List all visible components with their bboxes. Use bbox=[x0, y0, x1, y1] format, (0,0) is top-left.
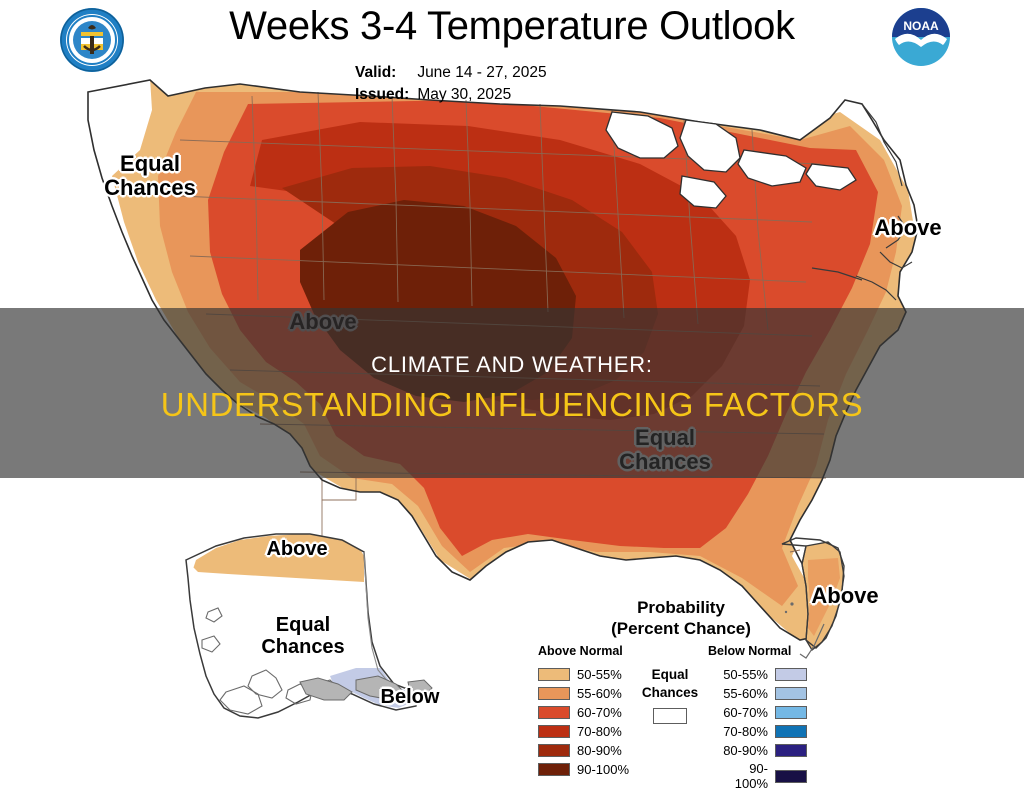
legend-equal-chances: Equal Chances bbox=[636, 666, 704, 725]
legend-swatch-equal-chances bbox=[653, 708, 687, 725]
legend-row-above-50-55: 50-55% bbox=[538, 666, 622, 685]
valid-value: June 14 - 27, 2025 bbox=[417, 64, 547, 81]
legend-row-below-90-100: 90-100% bbox=[716, 761, 807, 791]
legend-row-above-55-60: 55-60% bbox=[538, 685, 622, 704]
legend-swatch-below-normal bbox=[775, 706, 807, 720]
legend-label-below-normal: 55-60% bbox=[723, 686, 768, 702]
legend-label-below-normal: 80-90% bbox=[723, 743, 768, 759]
legend-row-below-55-60: 55-60% bbox=[716, 685, 807, 704]
overlay-banner bbox=[0, 308, 1024, 478]
legend-swatch-below-normal bbox=[775, 687, 807, 701]
legend-swatch-below-normal bbox=[775, 725, 807, 739]
legend-swatch-above-normal bbox=[538, 687, 570, 701]
legend-heading-above-normal: Above Normal bbox=[538, 644, 623, 658]
legend-swatch-above-normal bbox=[538, 668, 570, 682]
legend-row-above-80-90: 80-90% bbox=[538, 742, 622, 761]
legend-swatch-above-normal bbox=[538, 763, 570, 777]
overlay-caption-line2: UNDERSTANDING INFLUENCING FACTORS bbox=[160, 386, 864, 423]
legend-swatch-above-normal bbox=[538, 744, 570, 758]
legend-swatch-above-normal bbox=[538, 725, 570, 739]
map-label-above-alaska: Above bbox=[266, 538, 328, 560]
legend-row-below-80-90: 80-90% bbox=[716, 742, 807, 761]
legend-label-above-normal: 70-80% bbox=[577, 724, 622, 740]
overlay-caption: CLIMATE AND WEATHER: UNDERSTANDING INFLU… bbox=[0, 352, 1024, 424]
legend-row-below-70-80: 70-80% bbox=[716, 723, 807, 742]
legend-label-above-normal: 60-70% bbox=[577, 705, 622, 721]
noaa-logo-text: NOAA bbox=[903, 19, 939, 33]
issued-value: May 30, 2025 bbox=[417, 86, 512, 103]
map-label-equal-chances-alaska: Equal Chances bbox=[261, 614, 345, 658]
map-label-equal-chances-northwest: Equal Chances bbox=[104, 151, 196, 201]
legend-label-below-normal: 50-55% bbox=[723, 667, 768, 683]
legend-label-above-normal: 50-55% bbox=[577, 667, 622, 683]
map-label-above-northeast: Above bbox=[874, 215, 942, 240]
issued-label: Issued: bbox=[355, 86, 410, 103]
legend-swatch-below-normal bbox=[775, 668, 807, 682]
legend-row-below-60-70: 60-70% bbox=[716, 704, 807, 723]
legend-swatch-below-normal bbox=[775, 769, 807, 783]
page-title: Weeks 3-4 Temperature Outlook bbox=[229, 4, 795, 48]
overlay-caption-line1: CLIMATE AND WEATHER: bbox=[371, 352, 653, 377]
map-label-above-florida: Above bbox=[811, 583, 879, 608]
legend-label-above-normal: 90-100% bbox=[577, 762, 630, 778]
validity-dates: Valid: June 14 - 27, 2025 Issued: May 30… bbox=[355, 62, 547, 106]
dept-of-commerce-seal-icon bbox=[60, 8, 124, 72]
legend-label-above-normal: 80-90% bbox=[577, 743, 622, 759]
legend-row-above-60-70: 60-70% bbox=[538, 704, 622, 723]
legend-title: Probability (Percent Chance) bbox=[611, 598, 751, 638]
legend-row-below-50-55: 50-55% bbox=[716, 666, 807, 685]
map-label-below-alaska: Below bbox=[380, 686, 440, 708]
noaa-logo-icon: NOAA bbox=[892, 8, 950, 66]
legend-label-below-normal: 60-70% bbox=[723, 705, 768, 721]
legend-label-below-normal: 90-100% bbox=[734, 761, 768, 791]
legend-label-above-normal: 55-60% bbox=[577, 686, 622, 702]
valid-label: Valid: bbox=[355, 64, 397, 81]
legend-heading-below-normal: Below Normal bbox=[708, 644, 792, 658]
legend-swatch-above-normal bbox=[538, 706, 570, 720]
legend-swatch-below-normal bbox=[775, 744, 807, 758]
probability-legend: Probability (Percent Chance) Above Norma… bbox=[520, 598, 820, 791]
legend-row-above-70-80: 70-80% bbox=[538, 723, 622, 742]
legend-row-above-90-100: 90-100% bbox=[538, 761, 629, 780]
legend-label-below-normal: 70-80% bbox=[723, 724, 768, 740]
